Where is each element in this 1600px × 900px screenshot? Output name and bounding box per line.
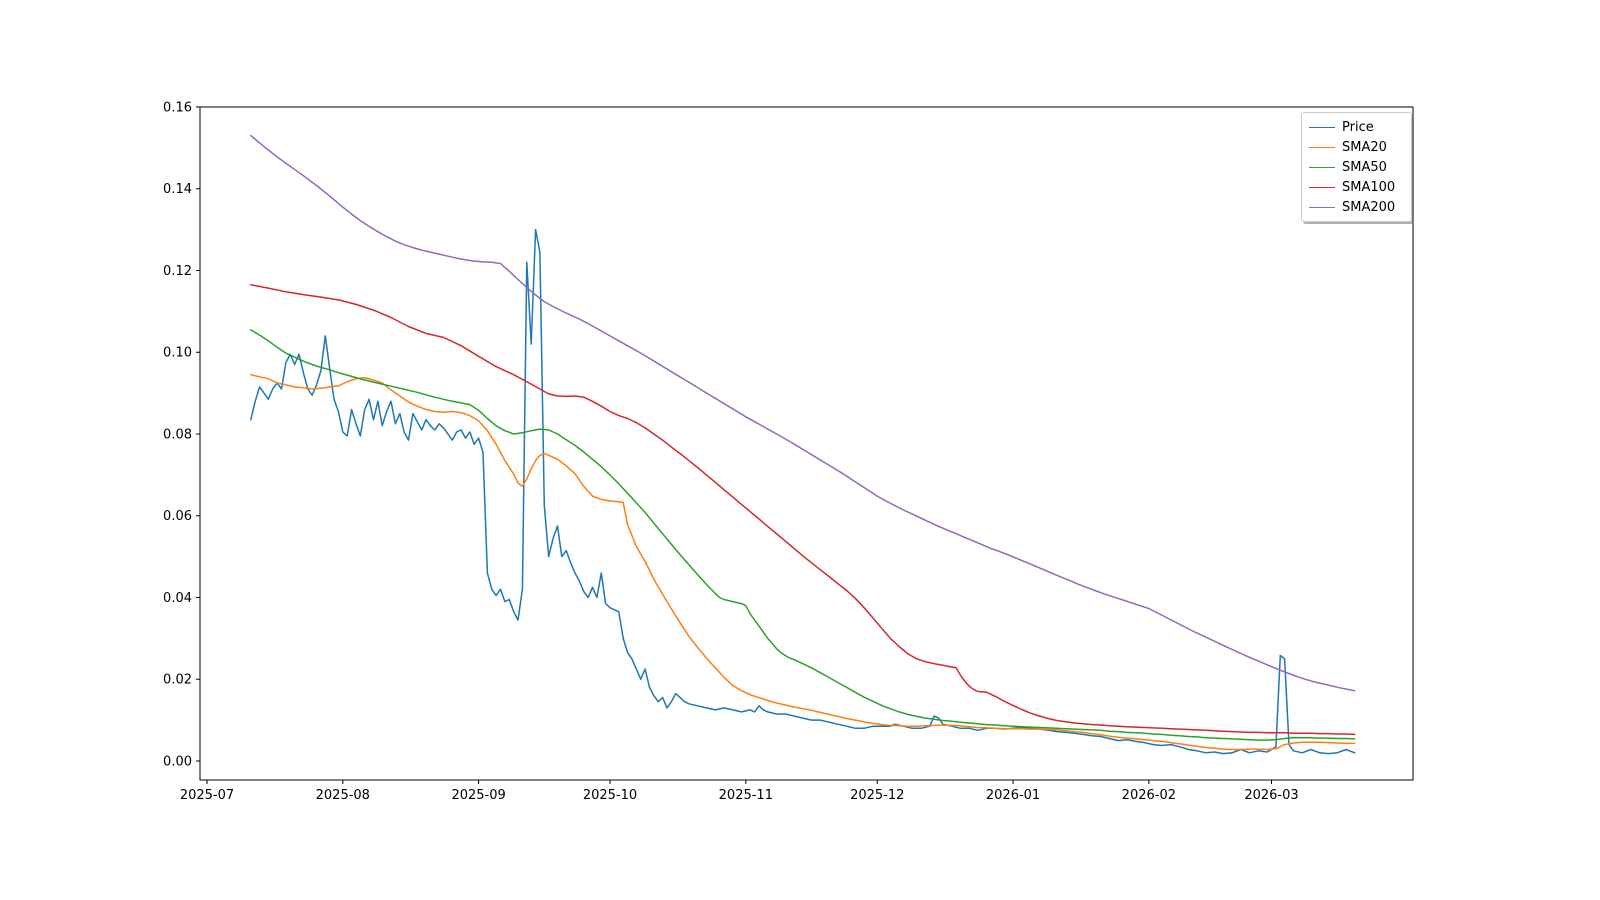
legend-entry-sma200: SMA200	[1309, 197, 1405, 217]
x-tick-label: 2026-01	[986, 788, 1040, 803]
legend-entry-sma50: SMA50	[1309, 157, 1405, 177]
legend-label-sma100: SMA100	[1342, 179, 1396, 195]
legend-line-sample-sma100	[1309, 186, 1335, 188]
sma50-line	[250, 329, 1356, 741]
legend-line-sample-sma50	[1309, 166, 1335, 168]
legend-label-sma50: SMA50	[1342, 159, 1387, 175]
y-tick-label: 0.12	[163, 264, 192, 279]
legend-entry-sma20: SMA20	[1309, 137, 1405, 157]
y-tick-label: 0.16	[163, 101, 192, 116]
sma20-line	[250, 373, 1356, 751]
x-tick-label: 2025-10	[583, 788, 637, 803]
legend-label-price: Price	[1342, 119, 1374, 135]
axes-border	[199, 106, 1414, 781]
x-tick-label: 2026-03	[1244, 788, 1298, 803]
legend-line-sample-sma20	[1309, 146, 1335, 148]
x-tick-label: 2025-07	[180, 788, 234, 803]
legend-entry-price: Price	[1309, 117, 1405, 137]
sma200-line	[250, 134, 1356, 692]
legend-line-sample-price	[1309, 126, 1335, 128]
legend: Price SMA20 SMA50 SMA100 SMA200	[1301, 112, 1412, 222]
x-tick-label: 2025-11	[719, 788, 773, 803]
y-tick-label: 0.04	[163, 591, 192, 606]
y-tick-label: 0.14	[163, 182, 192, 197]
x-tick-label: 2025-08	[316, 788, 370, 803]
y-tick-label: 0.06	[163, 509, 192, 524]
legend-entry-sma100: SMA100	[1309, 177, 1405, 197]
x-tick-label: 2025-12	[850, 788, 904, 803]
y-tick-label: 0.10	[163, 346, 192, 361]
x-tick-label: 2025-09	[451, 788, 505, 803]
price-line	[250, 228, 1356, 755]
legend-label-sma20: SMA20	[1342, 139, 1387, 155]
sma100-line	[250, 284, 1356, 736]
y-tick-label: 0.02	[163, 673, 192, 688]
y-tick-label: 0.00	[163, 754, 192, 769]
x-tick-label: 2026-02	[1122, 788, 1176, 803]
y-tick-label: 0.08	[163, 427, 192, 442]
legend-line-sample-sma200	[1309, 206, 1335, 208]
legend-label-sma200: SMA200	[1342, 199, 1396, 215]
